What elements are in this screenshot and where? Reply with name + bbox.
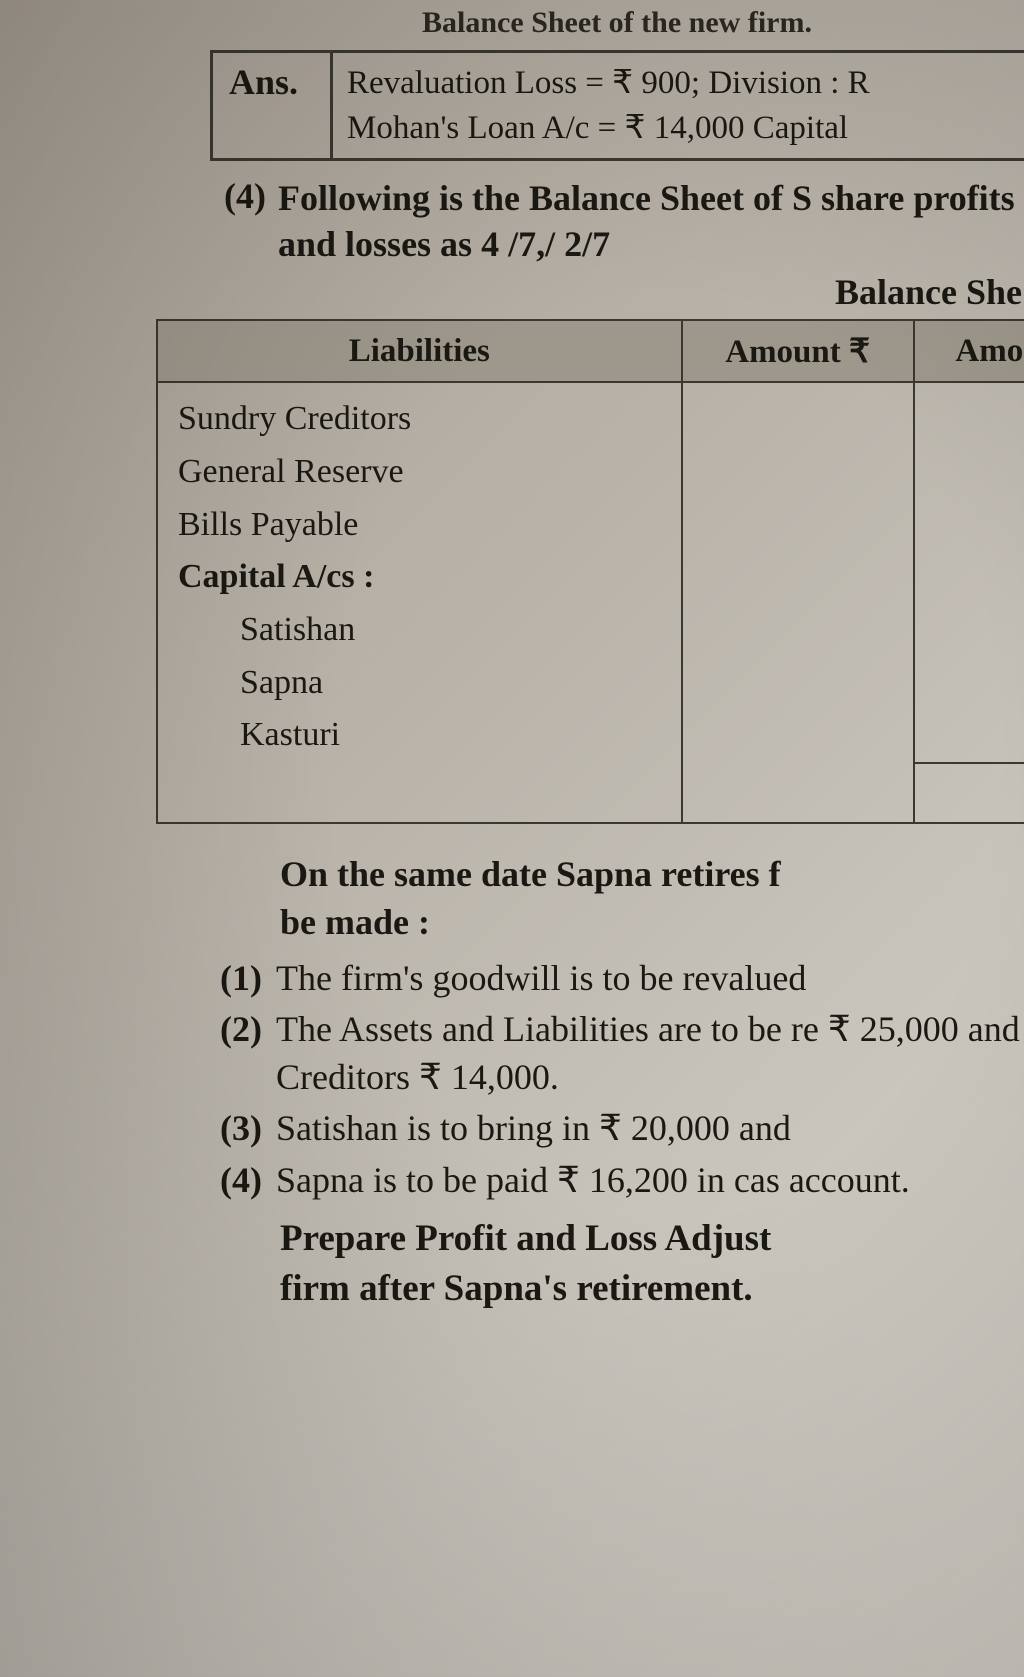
adjustment-item: (2) The Assets and Liabilities are to be… [180,1006,1024,1101]
retire-line-2: be made : [280,902,430,942]
question-4-text: Following is the Balance Sheet of S shar… [278,175,1024,267]
adjustment-item: (1) The firm's goodwill is to be revalue… [180,955,1024,1003]
adjustment-text: Sapna is to be paid ₹ 16,200 in cas acco… [276,1157,1024,1205]
adjustment-item: (3) Satishan is to bring in ₹ 20,000 and [180,1105,1024,1153]
answer-line-1: Revaluation Loss = ₹ 900; Division : R [347,61,870,106]
adjustment-number: (4) [180,1157,276,1205]
closing-instruction: Prepare Profit and Loss Adjust firm afte… [280,1214,1024,1313]
adjustment-text: Satishan is to bring in ₹ 20,000 and [276,1105,1024,1153]
list-item: Capital A/cs : [178,551,663,604]
closing-line-2: firm after Sapna's retirement. [280,1264,1024,1314]
answer-box: Ans. Revaluation Loss = ₹ 900; Division … [210,50,1024,161]
table-row: Sundry Creditors General Reserve Bills P… [157,382,1024,823]
col-header-liabilities: Liabilities [157,320,682,382]
answer-content: Revaluation Loss = ₹ 900; Division : R M… [333,53,884,158]
list-item: Satishan [178,604,663,657]
top-heading: Balance Sheet of the new firm. [40,0,1024,50]
question-4-row: (4) Following is the Balance Sheet of S … [198,175,1024,267]
question-4-number: (4) [198,175,278,267]
liabilities-cell: Sundry Creditors General Reserve Bills P… [157,382,682,823]
adjustment-number: (3) [180,1105,276,1153]
adjustment-text: The firm's goodwill is to be revalued [276,955,1024,1003]
adjustment-item: (4) Sapna is to be paid ₹ 16,200 in cas … [180,1157,1024,1205]
col-header-amount: Amount ₹ [682,320,914,382]
closing-line-1: Prepare Profit and Loss Adjust [280,1214,1024,1264]
amo-cell-divider [915,762,1024,822]
list-item: Kasturi [178,709,663,762]
page: Balance Sheet of the new firm. Ans. Reva… [0,0,1024,1677]
adjustment-number: (1) [180,955,276,1003]
balance-sheet-title: Balance She [40,271,1024,313]
answer-label: Ans. [213,53,333,158]
list-item: Sapna [178,657,663,710]
list-item: General Reserve [178,446,663,499]
table-header-row: Liabilities Amount ₹ Amo [157,320,1024,382]
retire-line-1: On the same date Sapna retires f [280,854,781,894]
amount-cell [682,382,914,823]
answer-line-2: Mohan's Loan A/c = ₹ 14,000 Capital [347,106,870,151]
retirement-paragraph: On the same date Sapna retires f be made… [280,850,1024,946]
list-item: Bills Payable [178,499,663,552]
balance-sheet-table: Liabilities Amount ₹ Amo Sundry Creditor… [156,319,1024,824]
col-header-amo: Amo [914,320,1024,382]
adjustment-text: The Assets and Liabilities are to be re … [276,1006,1024,1101]
adjustment-number: (2) [180,1006,276,1101]
amo-cell [914,382,1024,823]
adjustments-list: (1) The firm's goodwill is to be revalue… [180,955,1024,1205]
list-item: Sundry Creditors [178,393,663,446]
